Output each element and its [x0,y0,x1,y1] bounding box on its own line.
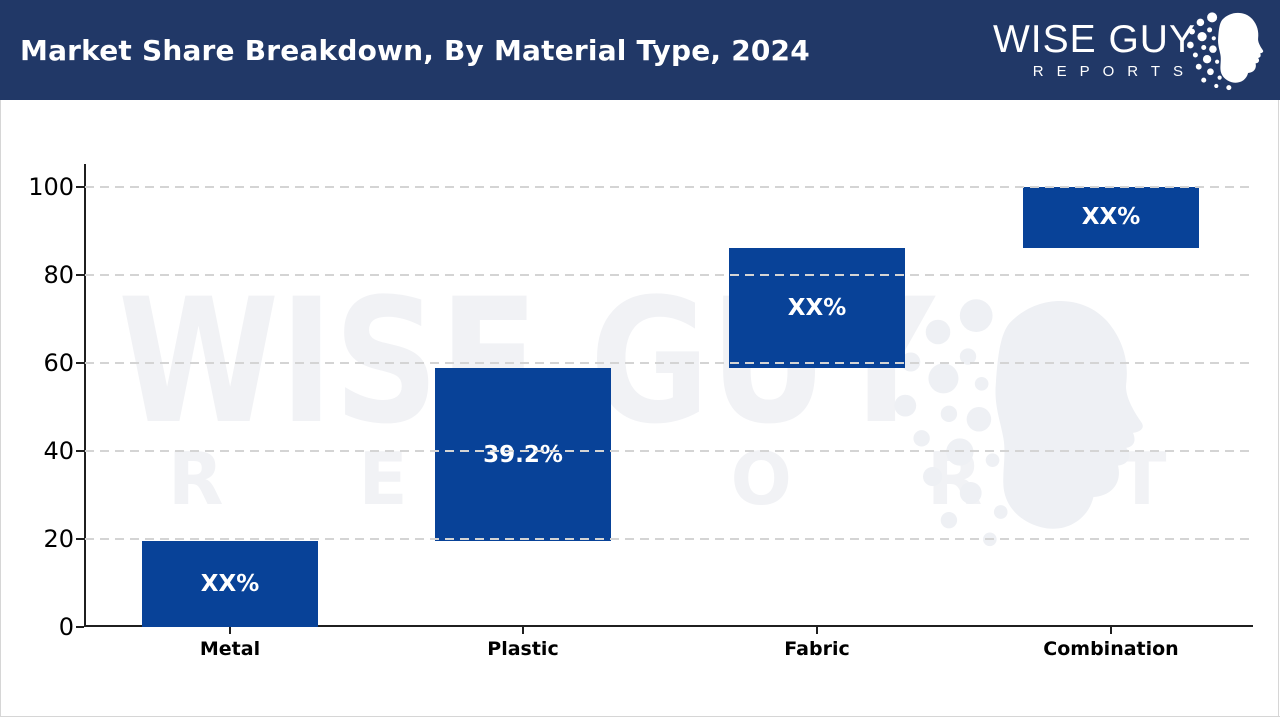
bar-plastic: 39.2% [435,368,611,541]
gridline-y20 [85,538,1253,540]
y-tick-mark [76,538,84,540]
wiseguy-logo: WISE GUY REPORTS [993,0,1280,100]
bar-value-label: XX% [787,294,847,321]
y-tick-label: 0 [58,613,74,641]
y-tick-mark [76,626,84,628]
bar-value-label: XX% [200,570,260,597]
y-tick-label: 60 [43,349,74,377]
page-border-bottom [0,716,1280,717]
x-tick-label-fabric: Fabric [784,638,850,660]
logo-wordmark-line2: REPORTS [1032,63,1196,80]
y-tick-mark [76,186,84,188]
y-tick-label: 80 [43,261,74,289]
y-tick-mark [76,362,84,364]
gridline-y100 [85,186,1253,188]
x-axis-line [84,625,1253,627]
watermark-head-icon [894,299,1143,547]
y-tick-label: 100 [28,173,74,201]
bar-fabric: XX% [729,247,905,369]
bar-metal: XX% [142,540,318,627]
x-tick-mark [1110,627,1112,634]
header-bar: Market Share Breakdown, By Material Type… [0,0,1280,100]
y-axis-line [84,164,86,627]
y-tick-mark [76,450,84,452]
x-tick-mark [816,627,818,634]
page-border-right [1278,100,1279,716]
y-tick-mark [76,274,84,276]
gridline-y40 [85,450,1253,452]
logo-wordmark: WISE GUY REPORTS [993,20,1196,80]
x-tick-label-combination: Combination [1043,638,1179,660]
y-tick-label: 20 [43,525,74,553]
bar-value-label: XX% [1081,204,1141,231]
logo-wordmark-line1: WISE GUY [992,18,1196,61]
x-tick-mark [522,627,524,634]
wiseguy-head-icon [1187,12,1264,91]
gridline-y60 [85,362,1253,364]
y-tick-label: 40 [43,437,74,465]
x-tick-mark [229,627,231,634]
gridline-y80 [85,274,1253,276]
page-border-left [0,100,1,716]
page-title: Market Share Breakdown, By Material Type… [20,33,810,67]
bar-combination: XX% [1023,187,1199,248]
x-tick-label-plastic: Plastic [487,638,559,660]
x-tick-label-metal: Metal [199,638,261,660]
bar-value-label: 39.2% [483,441,563,468]
